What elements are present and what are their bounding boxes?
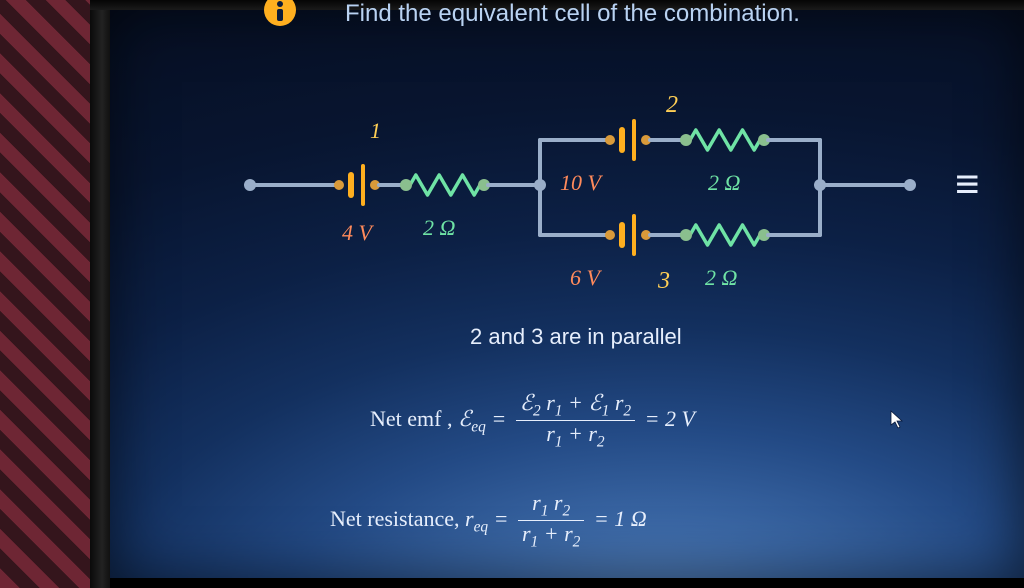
equivalence-symbol: ≡ [955, 160, 980, 208]
cell-2-index: 2 [666, 92, 678, 119]
net-emf-equation: Net emf , ℰeq = ℰ2 r1 + ℰ1 r2r1 + r2 = 2… [370, 390, 695, 452]
parallel-note: 2 and 3 are in parallel [470, 324, 682, 350]
cell-1-resistance: 2 Ω [423, 215, 455, 241]
cell-2-resistance: 2 Ω [708, 170, 740, 196]
cell-3-index: 3 [658, 268, 670, 295]
screen-area: Find the equivalent cell of the combinat… [110, 10, 1024, 578]
cell-2-emf: 10 V [560, 170, 601, 196]
circuit-diagram [110, 10, 1024, 310]
cell-1-index: 1 [370, 118, 381, 144]
photo-border-pattern [0, 0, 90, 588]
cell-3-emf: 6 V [570, 265, 600, 291]
cell-3-resistance: 2 Ω [705, 265, 737, 291]
mouse-cursor-icon [890, 410, 904, 430]
net-resistance-equation: Net resistance, req = r1 r2r1 + r2 = 1 Ω [330, 490, 647, 552]
monitor-bezel-left [90, 0, 110, 588]
cell-1-emf: 4 V [342, 220, 372, 246]
